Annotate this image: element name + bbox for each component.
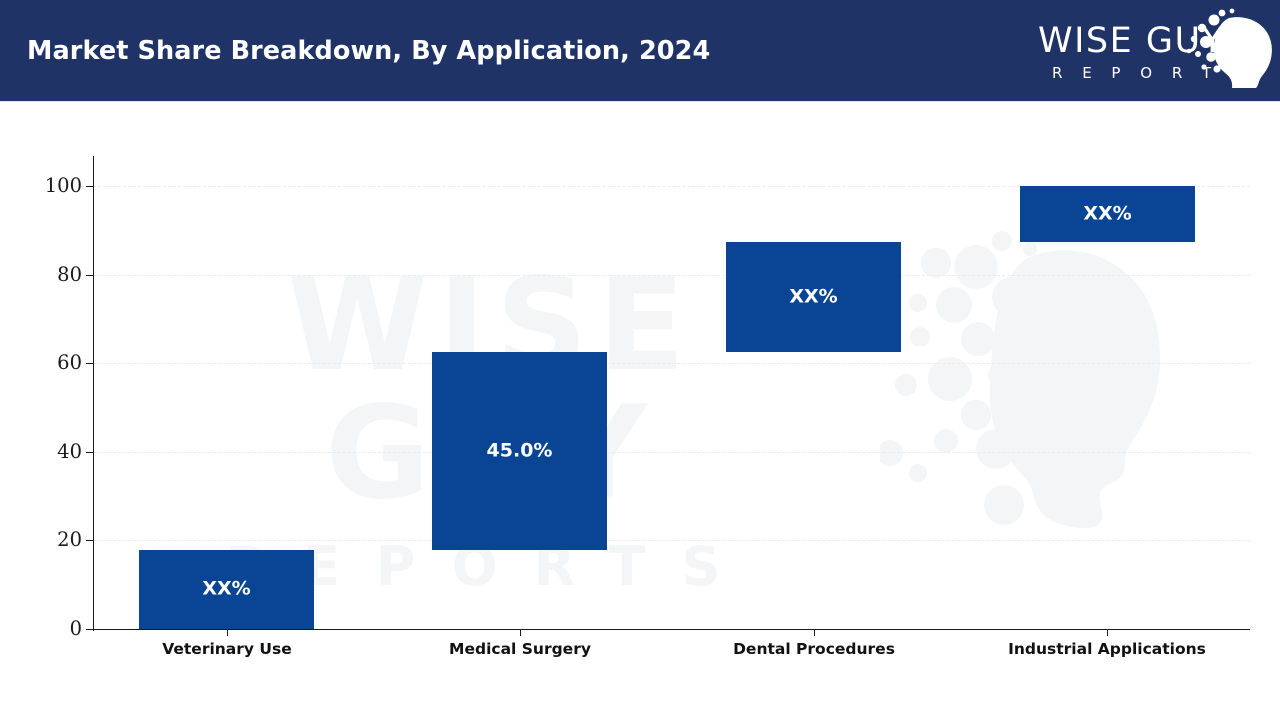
chart-container: WISE GUY REPORTS bbox=[0, 101, 1280, 720]
y-tick-40 bbox=[86, 452, 93, 453]
y-tick-100 bbox=[86, 186, 93, 187]
y-tick-20 bbox=[86, 540, 93, 541]
page-title: Market Share Breakdown, By Application, … bbox=[27, 36, 711, 66]
bar-dental-procedures[interactable]: XX% bbox=[726, 242, 901, 352]
bar-label-industrial-applications: XX% bbox=[1083, 202, 1132, 225]
wise-guy-reports-logo: WISE GUY R E P O R T S bbox=[1026, 6, 1276, 94]
y-tick-label-0: 0 bbox=[69, 617, 82, 640]
bar-label-veterinary-use: XX% bbox=[202, 577, 251, 600]
x-axis-label-industrial-applications: Industrial Applications bbox=[1008, 640, 1206, 658]
x-axis-label-veterinary-use: Veterinary Use bbox=[162, 640, 292, 658]
y-tick-60 bbox=[86, 363, 93, 364]
y-tick-label-100: 100 bbox=[44, 174, 82, 197]
y-tick-label-40: 40 bbox=[57, 440, 82, 463]
y-tick-0 bbox=[86, 629, 93, 630]
gridline-20 bbox=[93, 540, 1250, 541]
x-axis-label-dental-procedures: Dental Procedures bbox=[733, 640, 895, 658]
bar-label-dental-procedures: XX% bbox=[789, 285, 838, 308]
bar-medical-surgery[interactable]: 45.0% bbox=[432, 352, 607, 550]
plot-area: XX% 45.0% XX% XX% 100 80 60 40 20 0 bbox=[45, 102, 1250, 720]
bar-industrial-applications[interactable]: XX% bbox=[1020, 186, 1195, 242]
x-axis-line bbox=[93, 629, 1250, 630]
x-tick-industrial-applications bbox=[1107, 629, 1108, 636]
bar-veterinary-use[interactable]: XX% bbox=[139, 550, 314, 629]
x-axis-label-medical-surgery: Medical Surgery bbox=[449, 640, 591, 658]
y-axis-line bbox=[93, 156, 94, 631]
dotted-head-profile-icon bbox=[1186, 8, 1272, 88]
svg-text:R E P O R T S: R E P O R T S bbox=[1052, 64, 1248, 82]
gridline-60 bbox=[93, 363, 1250, 364]
page-header: Market Share Breakdown, By Application, … bbox=[0, 0, 1280, 101]
x-tick-veterinary-use bbox=[227, 629, 228, 636]
y-tick-80 bbox=[86, 275, 93, 276]
y-tick-label-60: 60 bbox=[57, 351, 82, 374]
gridline-40 bbox=[93, 452, 1250, 453]
bar-label-medical-surgery: 45.0% bbox=[486, 439, 553, 462]
x-tick-dental-procedures bbox=[814, 629, 815, 636]
gridline-80 bbox=[93, 275, 1250, 276]
gridline-100 bbox=[93, 186, 1250, 187]
y-tick-label-20: 20 bbox=[57, 528, 82, 551]
x-tick-medical-surgery bbox=[520, 629, 521, 636]
y-tick-label-80: 80 bbox=[57, 263, 82, 286]
